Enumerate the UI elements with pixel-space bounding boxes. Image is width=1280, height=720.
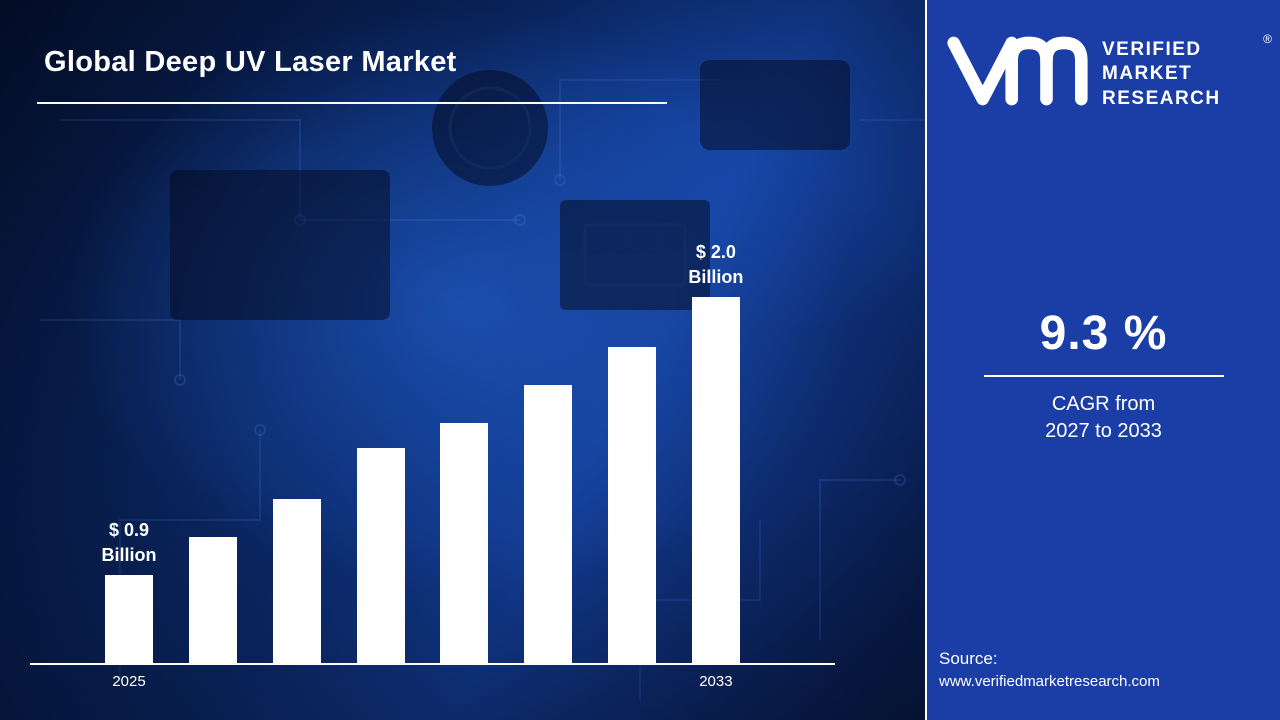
bar-value-label: $ 2.0 Billion bbox=[688, 242, 744, 287]
cagr-block: 9.3 % CAGR from 2027 to 2033 bbox=[927, 306, 1280, 445]
bar bbox=[356, 448, 405, 663]
bar-column bbox=[356, 448, 405, 663]
bar-column: $ 0.9 Billion 2025 bbox=[102, 518, 157, 690]
source-block: Source: www.verifiedmarketresearch.com bbox=[939, 647, 1160, 692]
brand-line-1: VERIFIED bbox=[1102, 39, 1202, 60]
page-title: Global Deep UV Laser Market bbox=[44, 46, 457, 78]
sidebar-panel: VERIFIED MARKET RESEARCH ® 9.3 % CAGR fr… bbox=[925, 0, 1280, 720]
source-url-link[interactable]: www.verifiedmarketresearch.com bbox=[939, 673, 1160, 690]
cagr-caption-line-2: 2027 to 2033 bbox=[1045, 420, 1162, 442]
bar-column bbox=[272, 499, 321, 663]
bar-column bbox=[524, 385, 573, 663]
bar-column bbox=[440, 423, 489, 663]
bar bbox=[440, 423, 489, 663]
brand-name: VERIFIED MARKET RESEARCH bbox=[1102, 38, 1221, 111]
cagr-caption-line-1: CAGR from bbox=[1051, 393, 1156, 415]
bar-value-label: $ 0.9 Billion bbox=[101, 520, 157, 565]
brand-logo: VERIFIED MARKET RESEARCH ® bbox=[945, 32, 1272, 111]
cagr-divider bbox=[983, 375, 1224, 377]
bar bbox=[105, 575, 153, 663]
brand-line-3: RESEARCH bbox=[1102, 87, 1221, 109]
vmr-logo-icon bbox=[947, 36, 1088, 106]
x-axis-tick-label: 2025 bbox=[112, 673, 146, 690]
bar bbox=[272, 499, 321, 663]
cagr-value: 9.3 % bbox=[1039, 307, 1168, 360]
registered-trademark-symbol: ® bbox=[1263, 32, 1272, 46]
market-bar-chart: $ 0.9 Billion 2025 $ 2.0 Billion 2033 bbox=[30, 230, 835, 690]
bar-group: $ 0.9 Billion 2025 $ 2.0 Billion 2033 bbox=[102, 230, 744, 690]
bar-column bbox=[608, 347, 657, 663]
title-underline bbox=[37, 102, 667, 104]
bar bbox=[691, 297, 740, 663]
bar bbox=[188, 537, 237, 663]
brand-line-2: MARKET bbox=[1102, 63, 1193, 85]
bar-column bbox=[188, 537, 237, 663]
bar bbox=[524, 385, 573, 663]
source-label: Source: bbox=[939, 649, 998, 669]
cagr-caption: CAGR from 2027 to 2033 bbox=[927, 391, 1280, 445]
bar bbox=[608, 347, 657, 663]
bar-column: $ 2.0 Billion 2033 bbox=[688, 240, 743, 690]
x-axis-tick-label: 2033 bbox=[699, 673, 733, 690]
